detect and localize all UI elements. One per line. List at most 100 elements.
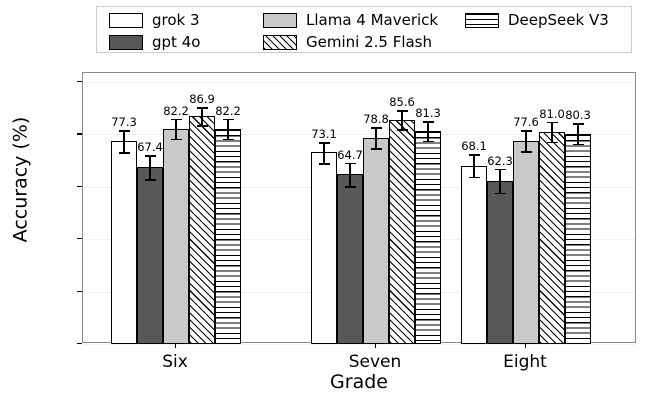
gridline-100 bbox=[83, 82, 635, 83]
error-bar-cap-lower bbox=[572, 143, 584, 146]
legend-entry-gemini-2-5-flash: Gemini 2.5 Flash bbox=[263, 32, 433, 51]
error-bar-cap-lower bbox=[222, 138, 234, 141]
error-bar-cap-upper bbox=[370, 127, 382, 129]
error-bar-cap-upper bbox=[468, 154, 480, 156]
bar-seven-deepseek-v3 bbox=[415, 130, 441, 344]
legend-label-gpt-4o: gpt 4o bbox=[152, 32, 201, 51]
bar-value-label: 78.8 bbox=[363, 112, 389, 127]
error-bar-cap-lower bbox=[520, 151, 532, 154]
legend-label-gemini-2-5-flash: Gemini 2.5 Flash bbox=[306, 32, 433, 51]
error-bar-cap-lower bbox=[170, 138, 182, 141]
x-tick-label-eight: Eight bbox=[503, 352, 547, 372]
error-bar-stem bbox=[427, 121, 429, 141]
legend-label-deepseek-v3: DeepSeek V3 bbox=[508, 10, 609, 29]
legend-entry-deepseek-v3: DeepSeek V3 bbox=[465, 10, 609, 29]
error-bar-stem bbox=[149, 155, 151, 180]
x-tick-label-seven: Seven bbox=[348, 352, 402, 372]
bar-seven-grok-3 bbox=[311, 152, 337, 344]
legend-row-top: grok 3 Llama 4 Maverick DeepSeek V3 bbox=[97, 9, 631, 31]
error-bar-stem bbox=[577, 123, 579, 144]
error-bar-cap-upper bbox=[494, 168, 506, 171]
bar-value-label: 77.3 bbox=[111, 115, 137, 130]
error-bar-cap-upper bbox=[318, 141, 330, 144]
error-bar-cap-upper bbox=[422, 121, 434, 123]
chart-legend: grok 3 Llama 4 Maverick DeepSeek V3 gpt … bbox=[96, 6, 632, 53]
x-tick-mark-six bbox=[175, 343, 177, 348]
error-bar-cap-lower bbox=[318, 162, 330, 165]
error-bar-cap-upper bbox=[196, 107, 208, 109]
plot-area: 77.3 67.4 82.2 86.9 82.2 73.1 64.7 78.8 85.6 81.3… bbox=[82, 72, 636, 345]
error-bar-cap-lower bbox=[196, 125, 208, 128]
gridline-80 bbox=[83, 134, 635, 136]
y-tick-mark-20 bbox=[77, 290, 82, 292]
bar-value-label: 86.9 bbox=[189, 92, 215, 107]
bar-value-label: 80.3 bbox=[565, 108, 591, 123]
legend-swatch-diagonal-hatch-icon bbox=[263, 34, 297, 50]
bar-value-label: 62.3 bbox=[487, 153, 513, 168]
gridline-0 bbox=[83, 344, 635, 345]
error-bar-cap-lower bbox=[144, 179, 156, 182]
error-bar-stem bbox=[349, 162, 351, 187]
bar-six-gpt-4o bbox=[137, 167, 163, 344]
error-bar-cap-lower bbox=[396, 129, 408, 131]
legend-swatch-white-icon bbox=[109, 12, 143, 28]
error-bar-stem bbox=[499, 168, 501, 193]
bar-six-gemini-2-5-flash bbox=[189, 116, 215, 344]
bar-value-label: 64.7 bbox=[337, 147, 363, 162]
error-bar-stem bbox=[401, 110, 403, 130]
bar-eight-llama-4-maverick bbox=[513, 140, 539, 344]
error-bar-stem bbox=[525, 129, 527, 152]
y-tick-mark-60 bbox=[77, 185, 82, 187]
y-tick-mark-80 bbox=[77, 133, 82, 135]
error-bar-cap-lower bbox=[494, 192, 506, 195]
error-bar-cap-upper bbox=[520, 129, 532, 132]
bar-eight-grok-3 bbox=[461, 165, 487, 344]
error-bar-cap-lower bbox=[422, 140, 434, 143]
bar-value-label: 85.6 bbox=[389, 95, 415, 110]
bar-value-label: 77.6 bbox=[513, 114, 539, 129]
error-bar-stem bbox=[227, 118, 229, 139]
bar-value-label: 81.3 bbox=[415, 106, 441, 121]
error-bar-cap-lower bbox=[118, 152, 130, 155]
bar-six-llama-4-maverick bbox=[163, 128, 189, 344]
y-tick-mark-40 bbox=[77, 238, 82, 240]
error-bar-stem bbox=[551, 121, 553, 142]
x-tick-label-six: Six bbox=[162, 352, 188, 372]
error-bar-cap-upper bbox=[222, 118, 234, 121]
error-bar-stem bbox=[201, 107, 203, 126]
error-bar-cap-lower bbox=[468, 176, 480, 179]
error-bar-cap-upper bbox=[118, 130, 130, 133]
error-bar-cap-upper bbox=[344, 162, 356, 165]
error-bar-stem bbox=[123, 130, 125, 153]
y-axis-title: Accuracy (%) bbox=[9, 116, 32, 243]
bar-seven-llama-4-maverick bbox=[363, 137, 389, 344]
error-bar-cap-upper bbox=[144, 155, 156, 157]
bar-six-grok-3 bbox=[111, 141, 137, 344]
y-tick-mark-0 bbox=[77, 343, 82, 345]
legend-label-llama-4-maverick: Llama 4 Maverick bbox=[306, 10, 439, 29]
error-bar-cap-lower bbox=[344, 186, 356, 188]
bar-seven-gpt-4o bbox=[337, 174, 363, 344]
legend-entry-grok-3: grok 3 bbox=[109, 10, 200, 29]
error-bar-cap-upper bbox=[396, 110, 408, 112]
legend-entry-llama-4-maverick: Llama 4 Maverick bbox=[263, 10, 439, 29]
bar-value-label: 67.4 bbox=[137, 140, 163, 155]
error-bar-cap-lower bbox=[370, 148, 382, 150]
error-bar-cap-upper bbox=[546, 121, 558, 124]
bar-value-label: 82.2 bbox=[163, 103, 189, 118]
bar-six-deepseek-v3 bbox=[215, 128, 241, 344]
bar-eight-deepseek-v3 bbox=[565, 133, 591, 344]
error-bar-cap-upper bbox=[572, 123, 584, 125]
error-bar-cap-lower bbox=[546, 141, 558, 144]
legend-label-grok-3: grok 3 bbox=[152, 10, 200, 29]
x-tick-mark-eight bbox=[525, 343, 527, 348]
legend-swatch-light-gray-icon bbox=[263, 12, 297, 28]
bar-value-label: 68.1 bbox=[461, 139, 487, 154]
legend-row-bottom: gpt 4o Gemini 2.5 Flash bbox=[97, 31, 631, 53]
bar-value-label: 81.0 bbox=[539, 106, 565, 121]
bar-eight-gemini-2-5-flash bbox=[539, 131, 565, 344]
legend-swatch-horizontal-hatch-icon bbox=[465, 12, 499, 28]
error-bar-cap-upper bbox=[170, 118, 182, 121]
error-bar-stem bbox=[375, 127, 377, 149]
